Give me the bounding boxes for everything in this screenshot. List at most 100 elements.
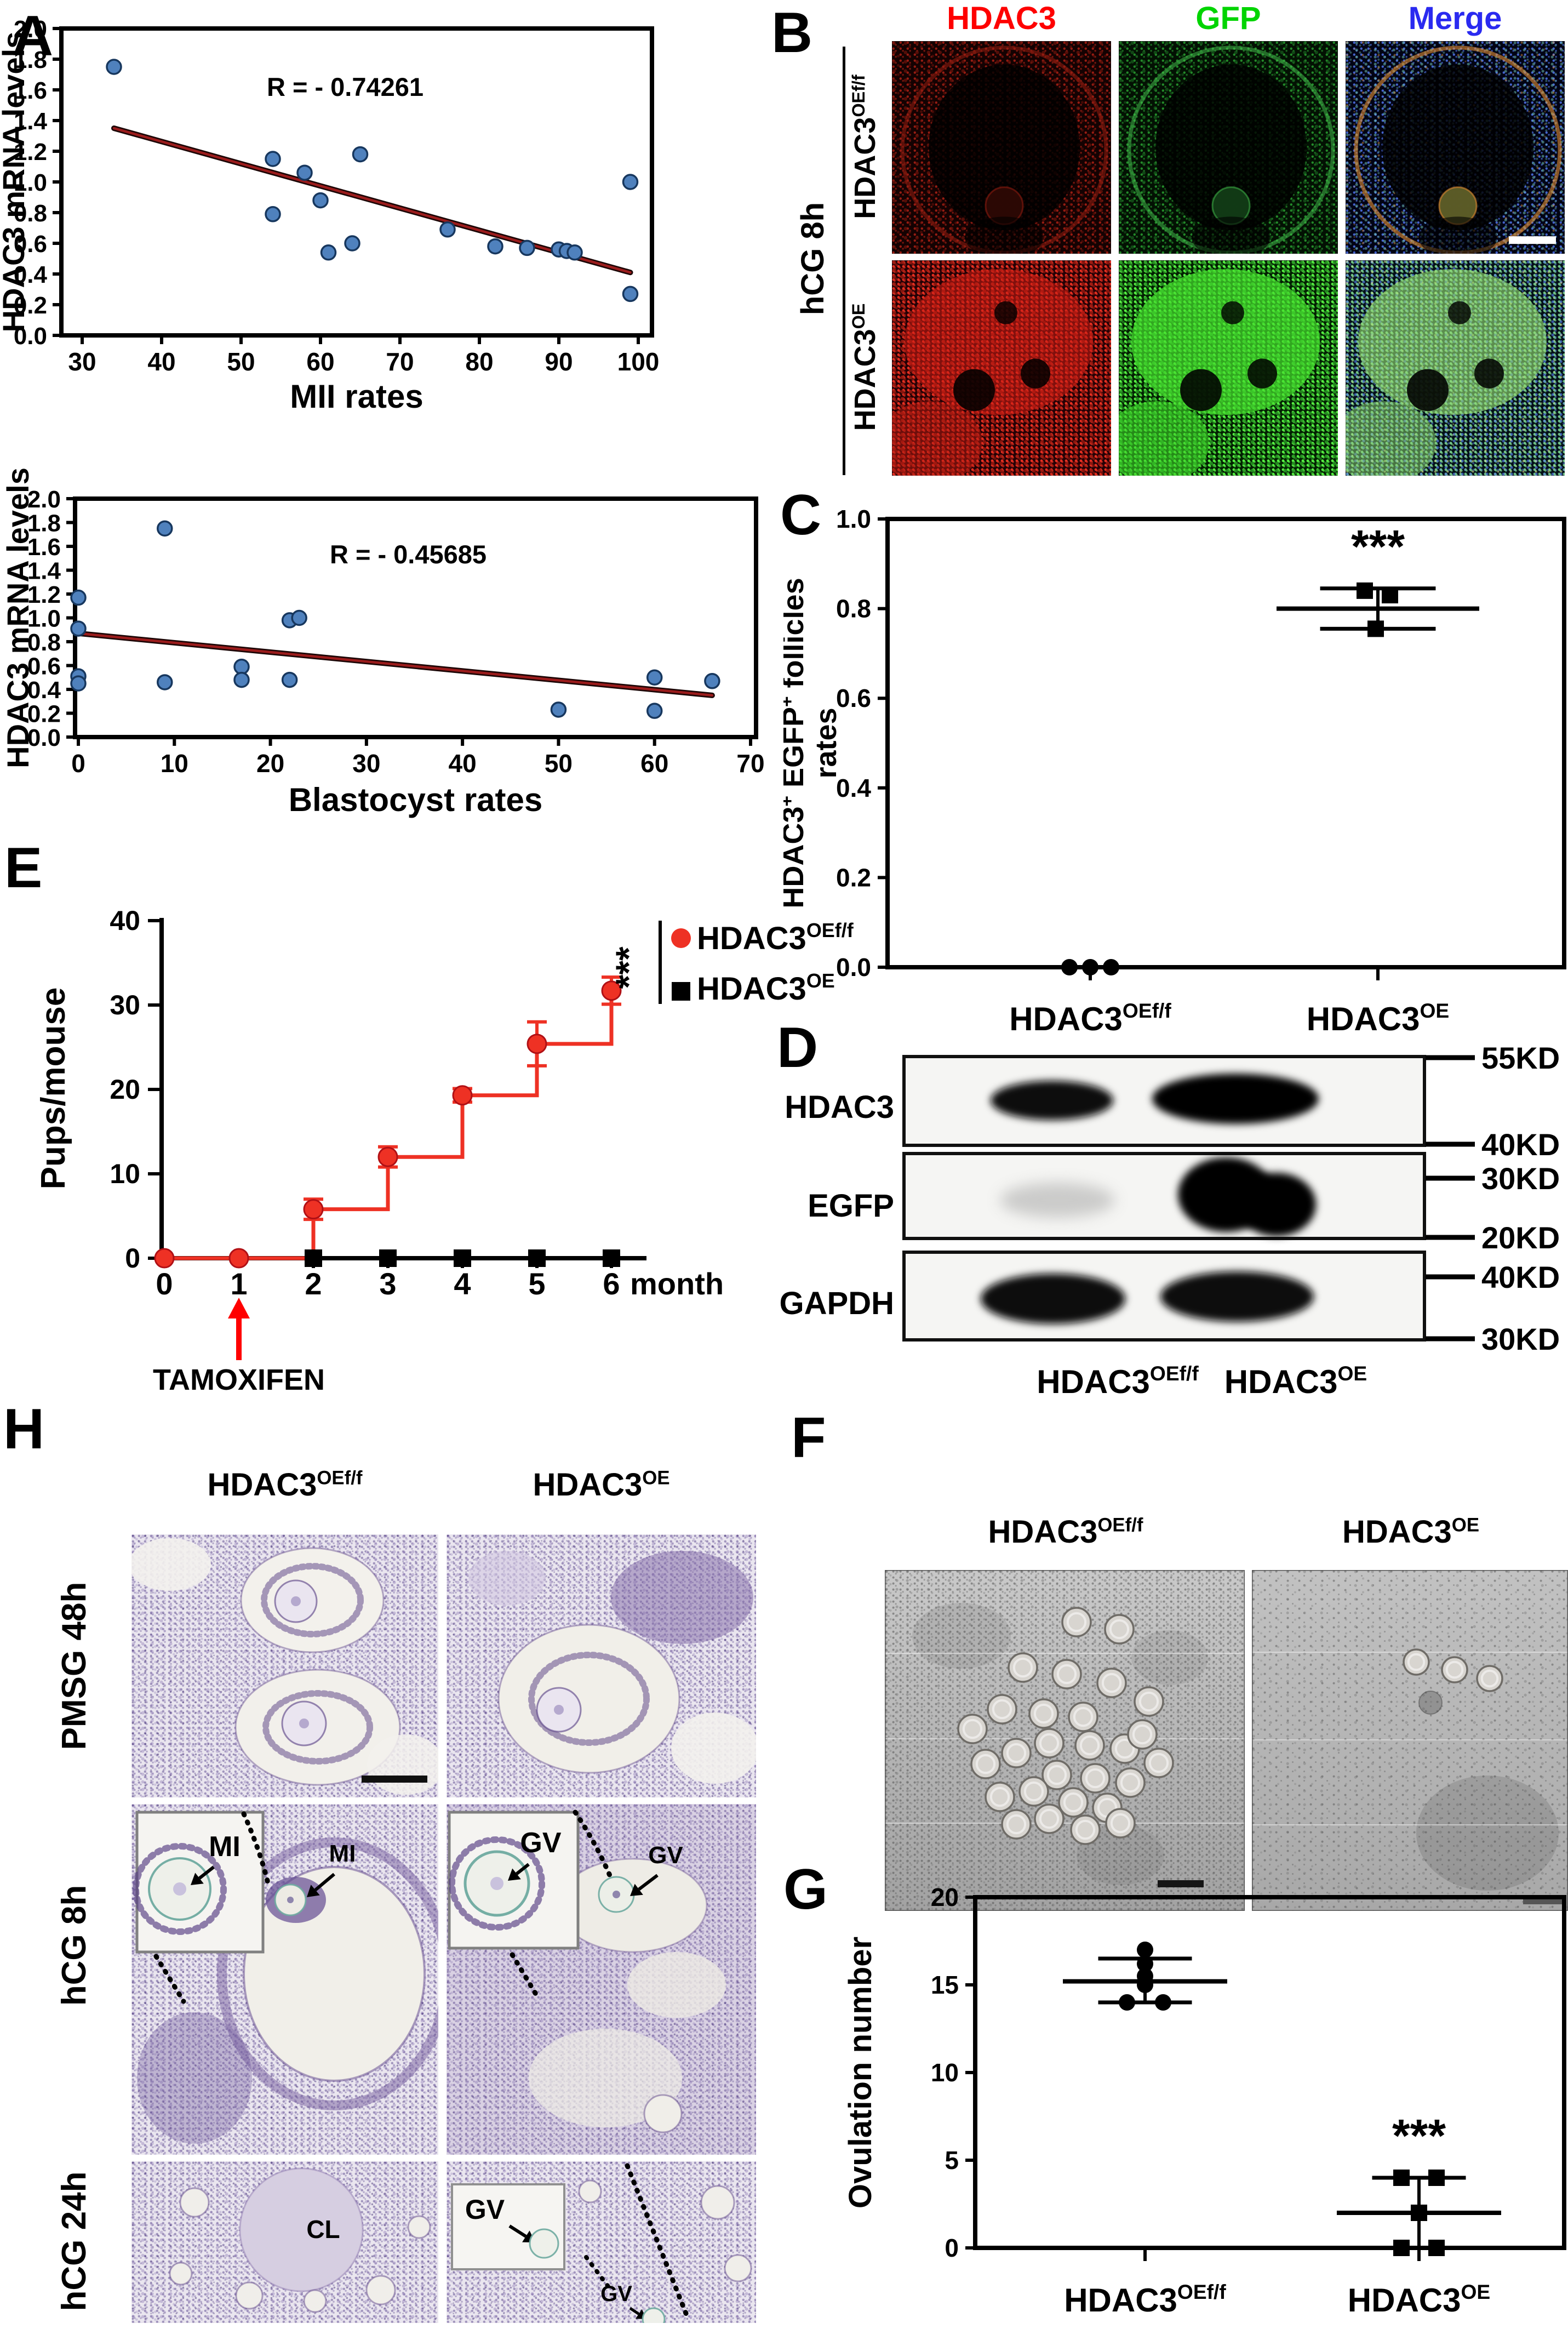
svg-text:70: 70 [736,749,764,778]
svg-text:0.4: 0.4 [14,261,48,288]
svg-text:10: 10 [931,2058,959,2087]
histology-hcg24-control: CL [131,2161,438,2323]
svg-text:0.8: 0.8 [27,629,61,656]
micrograph-oe-merge [1346,260,1565,476]
micrograph-oe-gfp [1119,260,1338,476]
svg-text:***: *** [608,946,649,989]
svg-text:3: 3 [379,1266,396,1301]
svg-text:1.0: 1.0 [14,169,47,196]
f-header-genotype-oe: HDAC3OE [1342,1514,1480,1550]
h-row-label-hcg8: hCG 8h [55,1885,93,2006]
treatment-label: hCG 8h [795,202,831,316]
svg-text:0.2: 0.2 [14,292,47,319]
svg-text:0.8: 0.8 [14,200,47,227]
svg-text:***: *** [1351,521,1405,572]
svg-text:1.4: 1.4 [14,108,48,135]
svg-text:MII rates: MII rates [290,378,423,415]
svg-text:10: 10 [110,1158,140,1189]
micrograph-oe-hdac3 [892,260,1111,476]
panel-f-letter: F [791,1406,826,1470]
svg-text:80: 80 [465,347,493,376]
svg-text:HDAC3OEf/f: HDAC3OEf/f [697,919,854,956]
micrograph-control-merge [1346,41,1565,254]
svg-text:1.8: 1.8 [27,510,61,537]
svg-text:0.4: 0.4 [836,774,871,802]
svg-text:***: *** [1392,2110,1446,2161]
svg-text:2: 2 [305,1266,322,1301]
svg-text:HDAC3OE: HDAC3OE [1224,1362,1367,1400]
panel-b-letter: B [771,1,813,65]
chart-ovulation-number: 0 5 10 15 20 Ovulation number HDAC3OEf/f *** HDA… [783,1858,1568,2329]
svg-text:60: 60 [306,347,334,376]
svg-text:1.6: 1.6 [27,534,61,561]
micrograph-control-gfp [1119,41,1338,254]
svg-text:70: 70 [386,347,414,376]
svg-text:4: 4 [454,1266,471,1301]
h-row-label-pmsg48: PMSG 48h [55,1582,93,1750]
svg-text:0: 0 [125,1243,140,1274]
svg-text:6: 6 [603,1266,620,1301]
svg-text:MI: MI [329,1840,356,1867]
svg-text:GV: GV [600,2282,632,2306]
h-row-label-hcg24: hCG 24h [55,2171,93,2311]
svg-text:55KD: 55KD [1481,1041,1560,1075]
svg-text:0.6: 0.6 [836,684,871,712]
svg-text:0.6: 0.6 [14,231,47,258]
panel-g-letter: G [783,1858,828,1921]
svg-text:GV: GV [465,2194,505,2225]
svg-text:40: 40 [110,905,140,936]
svg-text:Blastocyst rates: Blastocyst rates [289,781,543,818]
svg-text:HDAC3 mRNA levels: HDAC3 mRNA levels [0,32,31,333]
svg-text:R = - 0.74261: R = - 0.74261 [267,72,424,101]
svg-text:HDAC3OEf/f: HDAC3OEf/f [1064,2280,1226,2319]
svg-text:50: 50 [545,749,573,778]
svg-text:month: month [630,1266,724,1301]
chart-hdac3-vs-blastocyst: 0 10 20 30 40 50 60 70 0.0 0.2 0.4 0.6 0.8 1.0 1.2 1.4 1… [0,438,778,838]
svg-text:0.0: 0.0 [836,953,871,981]
svg-text:50: 50 [227,347,255,376]
svg-text:1.0: 1.0 [27,606,61,632]
svg-text:Pups/mouse: Pups/mouse [35,987,72,1190]
svg-text:5: 5 [945,2146,959,2174]
svg-text:0.2: 0.2 [27,701,61,728]
svg-text:40KD: 40KD [1481,1260,1560,1294]
svg-text:HDAC3OE: HDAC3OE [1307,999,1449,1037]
panel-d-letter: D [777,1016,819,1080]
svg-text:1.4: 1.4 [27,558,61,585]
svg-text:CL: CL [306,2215,340,2244]
svg-text:rates: rates [810,707,843,778]
svg-text:40KD: 40KD [1481,1127,1560,1162]
svg-text:2.0: 2.0 [14,16,47,43]
channel-header-gfp: GFP [1195,1,1261,36]
histology-hcg8-control: MI MI [131,1804,438,2155]
svg-text:GV: GV [520,1827,561,1859]
svg-text:1.2: 1.2 [14,139,47,165]
svg-text:5: 5 [528,1266,545,1301]
histology-pmsg48-control [131,1534,438,1797]
channel-header-hdac3: HDAC3 [947,1,1056,36]
svg-text:0.2: 0.2 [836,863,871,892]
h-header-genotype-oe: HDAC3OE [533,1467,670,1503]
h-header-genotype-control: HDAC3OEf/f [207,1467,363,1503]
svg-text:30: 30 [110,990,140,1020]
svg-text:HDAC3: HDAC3 [785,1089,894,1125]
histology-hcg8-oe: GV GV [447,1804,756,2155]
panel-c-letter: C [780,483,822,547]
svg-text:0.4: 0.4 [27,677,61,704]
svg-text:0: 0 [945,2234,959,2262]
svg-text:HDAC3OE: HDAC3OE [697,969,835,1007]
svg-text:1: 1 [230,1266,247,1301]
svg-text:GAPDH: GAPDH [780,1286,894,1321]
micrograph-ovulated-oocytes-control [885,1570,1245,1911]
western-blot: HDAC3 55KD 40KD EGFP 30KD 20KD GAPDH 40KD 30KD HD… [767,1014,1568,1408]
histology-pmsg48-oe [447,1534,756,1797]
svg-text:0.6: 0.6 [27,653,61,680]
micrograph-control-hdac3 [892,41,1111,254]
svg-text:1.8: 1.8 [14,47,47,73]
treatment-bracket-line [843,47,845,475]
svg-text:0: 0 [156,1266,173,1301]
svg-text:0.0: 0.0 [27,724,61,751]
svg-text:1.6: 1.6 [14,77,47,104]
